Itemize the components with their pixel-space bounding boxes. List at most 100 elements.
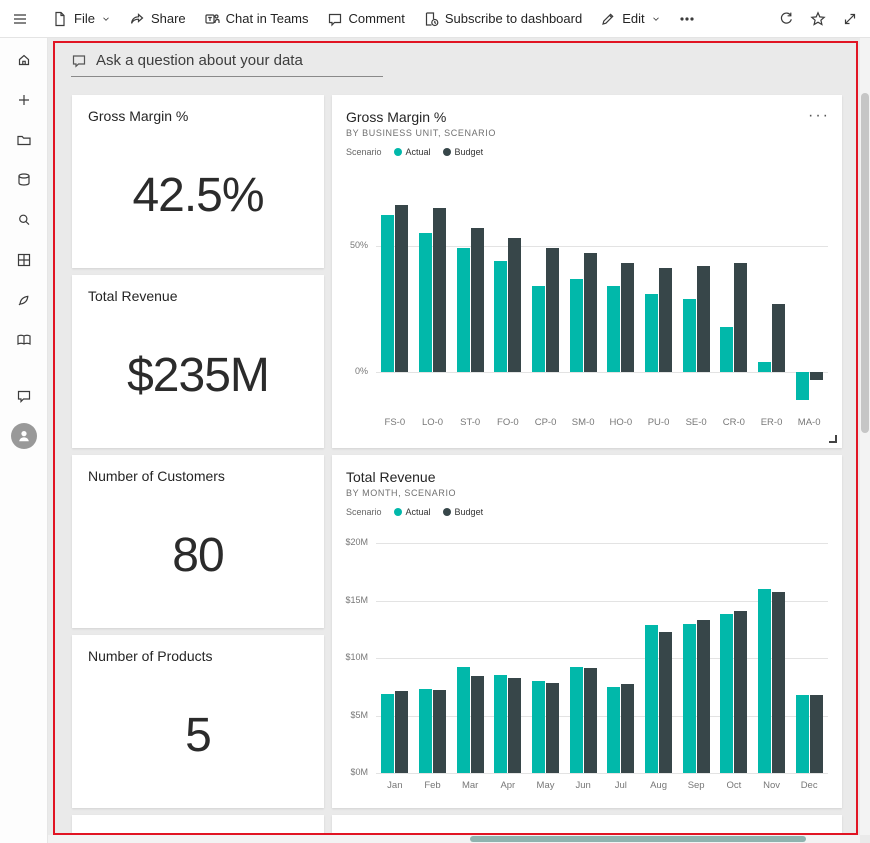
bar-actual-HO-0[interactable]	[607, 286, 621, 373]
bar-budget-May[interactable]	[546, 683, 559, 773]
horizontal-scrollbar-thumb[interactable]	[470, 836, 806, 842]
home-icon	[18, 54, 29, 66]
tile-number-of-products[interactable]: Number of Products 5	[72, 635, 324, 808]
bar-budget-Jul[interactable]	[621, 684, 635, 773]
sidebar-item-pipelines[interactable]	[0, 280, 48, 320]
tile-partial[interactable]	[72, 815, 324, 833]
bar-budget-Jan[interactable]	[395, 691, 409, 773]
y-axis-label: $5M	[350, 709, 368, 720]
bar-budget-PU-0[interactable]	[659, 268, 672, 373]
bar-budget-Nov[interactable]	[772, 592, 785, 773]
comment-icon	[328, 13, 341, 26]
bar-actual-Nov[interactable]	[758, 589, 771, 773]
bar-budget-MA-0[interactable]	[809, 372, 823, 380]
tile-more-options-icon[interactable]: ···	[808, 107, 830, 124]
bar-actual-Dec[interactable]	[795, 694, 809, 773]
share-button[interactable]: Share	[129, 11, 186, 27]
bar-actual-May[interactable]	[532, 681, 545, 773]
bar-budget-Mar[interactable]	[470, 676, 484, 773]
bar-budget-FO-0[interactable]	[508, 238, 522, 373]
x-axis-label: PU-0	[647, 417, 670, 428]
bar-actual-Aug[interactable]	[645, 624, 658, 773]
file-menu-button[interactable]: File	[52, 11, 111, 27]
qa-input[interactable]: Ask a question about your data	[71, 52, 383, 77]
bar-budget-SM-0[interactable]	[583, 253, 597, 373]
bar-actual-Jul[interactable]	[607, 686, 621, 774]
x-axis-label: SE-0	[685, 417, 707, 428]
horizontal-scrollbar[interactable]	[48, 835, 860, 843]
bar-budget-ER-0[interactable]	[772, 303, 785, 373]
chat-bubble-icon	[17, 390, 30, 403]
bar-actual-SE-0[interactable]	[682, 298, 696, 373]
sidebar-item-browse[interactable]	[0, 120, 48, 160]
edit-button[interactable]: Edit	[600, 11, 660, 27]
account-avatar[interactable]	[0, 416, 48, 456]
bar-budget-HO-0[interactable]	[621, 263, 635, 373]
bar-actual-Oct[interactable]	[720, 614, 734, 773]
bar-budget-Aug[interactable]	[659, 631, 672, 773]
hamburger-menu-button[interactable]	[12, 11, 28, 27]
bar-budget-Apr[interactable]	[508, 677, 522, 773]
bar-budget-Jun[interactable]	[583, 668, 597, 773]
bar-budget-Oct[interactable]	[734, 610, 748, 773]
tile-gross-margin[interactable]: Gross Margin % 42.5%	[72, 95, 324, 268]
resize-handle[interactable]	[829, 435, 837, 443]
bar-actual-Jun[interactable]	[569, 667, 583, 773]
bar-budget-FS-0[interactable]	[395, 205, 409, 372]
sidebar-item-onelake[interactable]	[0, 160, 48, 200]
legend-item-actual[interactable]: Actual	[393, 147, 431, 157]
bar-budget-Dec[interactable]	[809, 694, 823, 773]
bar-actual-CP-0[interactable]	[532, 286, 545, 373]
bar-actual-Apr[interactable]	[494, 675, 508, 774]
bar-budget-CP-0[interactable]	[546, 248, 559, 372]
bar-budget-Feb[interactable]	[433, 690, 446, 773]
legend-label: Budget	[454, 147, 484, 157]
more-options-button[interactable]	[679, 11, 695, 27]
bar-actual-LO-0[interactable]	[419, 232, 432, 372]
file-menu-label: File	[74, 11, 95, 26]
legend-item-actual[interactable]: Actual	[393, 507, 431, 517]
sidebar-item-apps[interactable]	[0, 240, 48, 280]
sidebar-item-learn[interactable]	[0, 320, 48, 360]
vertical-scrollbar-thumb[interactable]	[861, 93, 869, 433]
sidebar-item-create[interactable]	[0, 80, 48, 120]
bar-actual-Jan[interactable]	[381, 693, 395, 773]
legend-item-budget[interactable]: Budget	[442, 147, 484, 157]
sidebar-item-metrics[interactable]	[0, 200, 48, 240]
sidebar-item-chat[interactable]	[0, 376, 48, 416]
chart-gross-margin[interactable]: Gross Margin % BY BUSINESS UNIT, SCENARI…	[332, 95, 842, 448]
chart-partial[interactable]	[332, 815, 842, 833]
bar-budget-SE-0[interactable]	[696, 265, 710, 372]
favorite-button[interactable]	[810, 10, 826, 27]
bar-budget-CR-0[interactable]	[734, 263, 748, 373]
bar-actual-SM-0[interactable]	[569, 278, 583, 373]
bar-actual-ST-0[interactable]	[456, 248, 470, 372]
vertical-scrollbar[interactable]	[860, 38, 870, 835]
bar-budget-LO-0[interactable]	[433, 207, 446, 372]
bar-actual-Feb[interactable]	[419, 689, 432, 773]
bar-actual-PU-0[interactable]	[645, 293, 658, 372]
fullscreen-button[interactable]	[842, 11, 858, 27]
bar-budget-ST-0[interactable]	[470, 227, 484, 373]
selection-frame: Ask a question about your data Gross Mar…	[53, 41, 858, 835]
tile-total-revenue[interactable]: Total Revenue $235M	[72, 275, 324, 448]
bar-actual-FS-0[interactable]	[381, 215, 395, 372]
bar-actual-CR-0[interactable]	[720, 326, 734, 372]
bar-budget-Sep[interactable]	[696, 620, 710, 773]
chat-in-teams-button[interactable]: Chat in Teams	[204, 11, 309, 27]
tile-value: 5	[185, 709, 212, 762]
bar-actual-ER-0[interactable]	[758, 361, 771, 372]
sidebar-item-home[interactable]	[0, 40, 48, 80]
teams-icon	[205, 13, 220, 24]
bar-actual-MA-0[interactable]	[795, 372, 809, 400]
legend-item-budget[interactable]: Budget	[442, 507, 483, 517]
bar-actual-Sep[interactable]	[682, 623, 696, 773]
comment-button[interactable]: Comment	[327, 11, 405, 27]
subscribe-button[interactable]: Subscribe to dashboard	[423, 11, 582, 27]
bar-actual-Mar[interactable]	[456, 667, 470, 773]
refresh-button[interactable]	[778, 11, 794, 27]
tile-title: Number of Products	[88, 648, 213, 664]
tile-number-of-customers[interactable]: Number of Customers 80	[72, 455, 324, 628]
chart-total-revenue[interactable]: Total Revenue BY MONTH, SCENARIO Scenari…	[332, 455, 842, 808]
bar-actual-FO-0[interactable]	[494, 260, 508, 373]
